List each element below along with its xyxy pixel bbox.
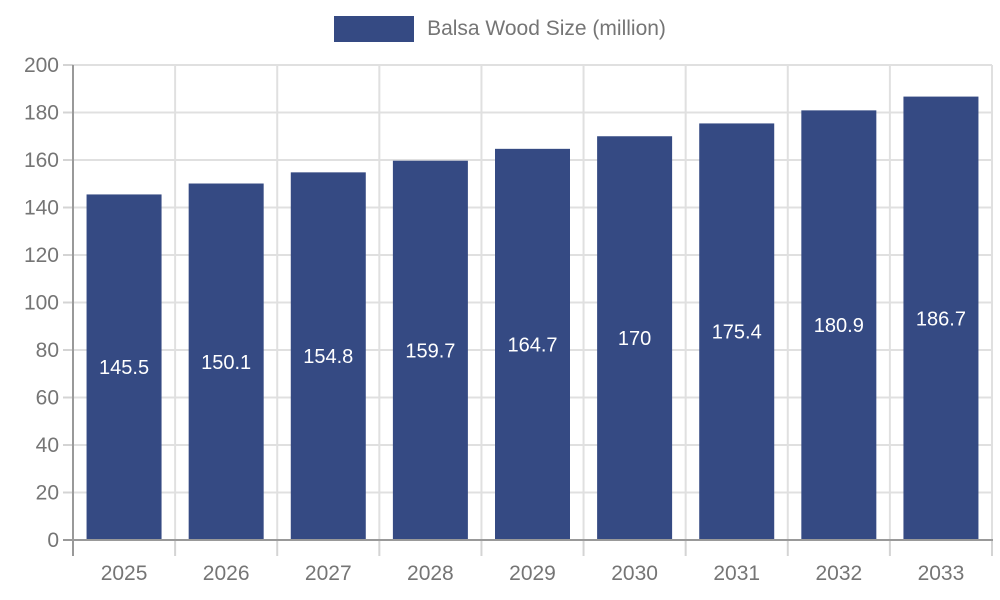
y-axis-tick-label: 120 xyxy=(24,244,59,267)
bar-value-label: 175.4 xyxy=(712,322,762,344)
y-axis-tick-label: 180 xyxy=(24,102,59,125)
x-axis-tick-label: 2031 xyxy=(713,562,760,585)
bar-2030[interactable] xyxy=(597,136,673,540)
legend-label: Balsa Wood Size (million) xyxy=(427,17,666,40)
bar-2027[interactable] xyxy=(290,172,366,540)
bar-2029[interactable] xyxy=(495,148,570,540)
bar-value-label: 150.1 xyxy=(201,352,251,374)
y-axis-tick-label: 140 xyxy=(24,197,59,220)
y-axis-tick-label: 40 xyxy=(36,434,59,457)
bar-value-label: 164.7 xyxy=(507,334,557,356)
bar-2032[interactable] xyxy=(801,110,877,541)
y-axis-tick-label: 20 xyxy=(36,482,59,505)
x-axis-tick-label: 2025 xyxy=(101,562,148,585)
bar-2026[interactable] xyxy=(188,183,264,540)
bar-value-label: 145.5 xyxy=(99,357,149,379)
x-axis-tick-label: 2028 xyxy=(407,562,454,585)
x-axis-tick-label: 2030 xyxy=(611,562,658,585)
y-axis-tick-label: 0 xyxy=(47,529,59,552)
y-axis-tick-label: 80 xyxy=(36,339,59,362)
y-axis-tick-label: 200 xyxy=(24,54,59,77)
bar-value-label: 180.9 xyxy=(814,315,864,337)
bar-2033[interactable] xyxy=(903,96,979,541)
bar-2028[interactable] xyxy=(392,160,468,540)
bar-2031[interactable] xyxy=(699,123,775,541)
legend[interactable]: Balsa Wood Size (million) xyxy=(0,16,1000,42)
x-axis-tick-label: 2033 xyxy=(918,562,965,585)
x-axis-tick-label: 2032 xyxy=(815,562,862,585)
y-axis-tick-label: 160 xyxy=(24,149,59,172)
legend-swatch xyxy=(334,16,415,42)
x-axis-tick-label: 2026 xyxy=(203,562,250,585)
bar-value-label: 154.8 xyxy=(303,346,353,368)
bar-value-label: 159.7 xyxy=(405,340,455,362)
y-axis-tick-label: 60 xyxy=(36,387,59,410)
x-axis-tick-label: 2027 xyxy=(305,562,352,585)
x-axis-tick-label: 2029 xyxy=(509,562,556,585)
bar-value-label: 170 xyxy=(618,328,651,350)
bar-2025[interactable] xyxy=(86,194,162,540)
y-axis-tick-label: 100 xyxy=(24,292,59,315)
bar-value-label: 186.7 xyxy=(916,308,966,330)
